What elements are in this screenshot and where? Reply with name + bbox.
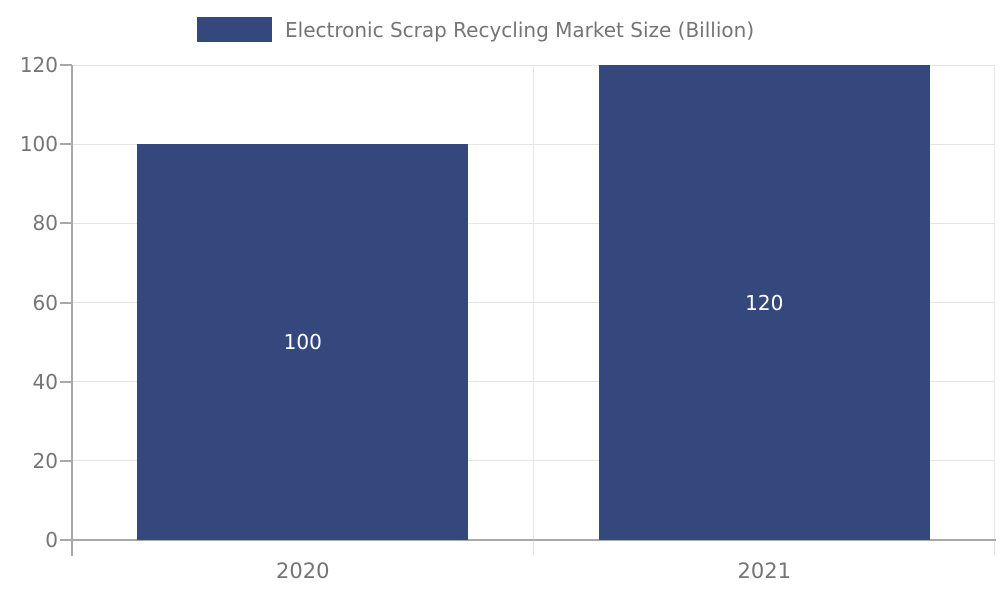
y-axis-line (71, 65, 73, 556)
bar-2020[interactable]: 100 (137, 144, 469, 540)
y-axis-tick-label: 120 (19, 53, 58, 77)
bar-2021[interactable]: 120 (598, 65, 930, 540)
plot-area: 0 20 40 60 80 100 120 100 120 2020 2021 (20, 53, 996, 583)
legend-label: Electronic Scrap Recycling Market Size (… (285, 17, 755, 42)
y-axis-tick-label: 20 (32, 448, 58, 473)
x-axis-category-label: 2020 (276, 559, 330, 583)
y-axis-tick (60, 459, 72, 462)
y-axis-tick-label: 40 (32, 369, 58, 394)
chart-legend[interactable]: Electronic Scrap Recycling Market Size (… (197, 17, 754, 42)
y-axis-tick-label: 0 (45, 528, 58, 552)
x-axis-tick (533, 540, 534, 555)
y-axis-tick (60, 222, 72, 225)
gridline-vertical (994, 65, 995, 540)
gridline-vertical (533, 65, 534, 540)
y-axis-tick-label: 80 (32, 211, 58, 236)
y-axis-tick (60, 64, 72, 66)
y-axis-tick (60, 380, 72, 383)
y-axis-tick (60, 143, 72, 146)
x-axis-tick (994, 540, 995, 555)
bar-value-label: 100 (283, 330, 322, 355)
bar-value-label: 120 (745, 290, 784, 315)
x-axis-category-label: 2021 (737, 559, 791, 583)
y-axis-tick-label: 100 (19, 132, 58, 157)
y-axis-tick (60, 539, 72, 541)
y-axis-tick-label: 60 (32, 290, 58, 315)
x-axis-line (60, 539, 996, 541)
legend-swatch (197, 17, 272, 42)
y-axis-tick (60, 301, 72, 304)
